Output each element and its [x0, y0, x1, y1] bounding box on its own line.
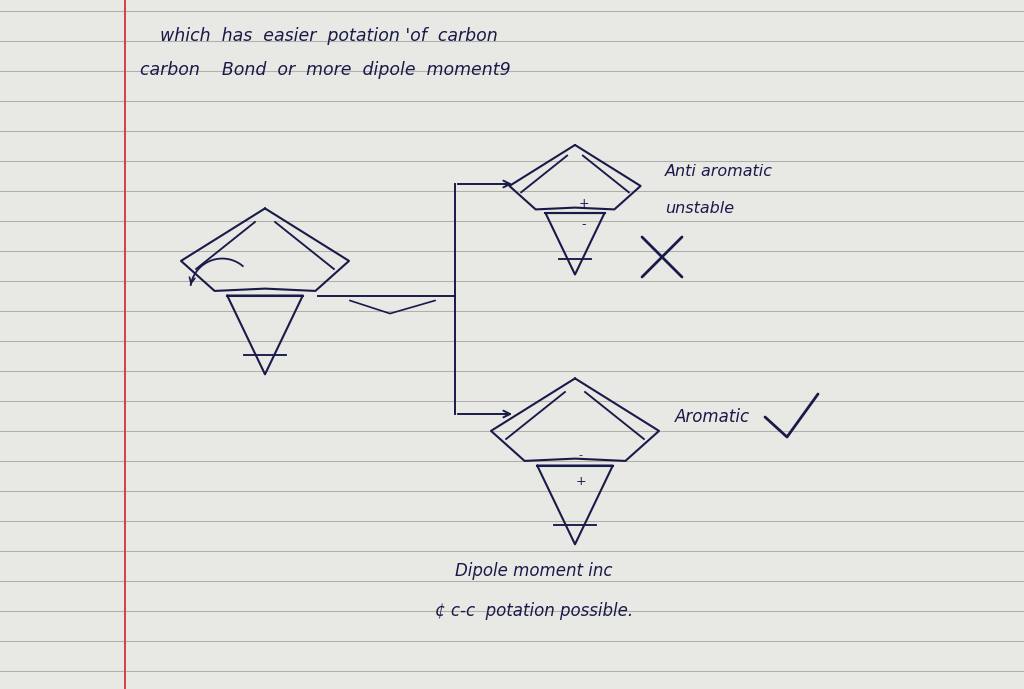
Text: which  has  easier  potation 'of  carbon: which has easier potation 'of carbon: [160, 27, 498, 45]
Text: -: -: [579, 450, 583, 460]
Text: ¢ c-c  potation possible.: ¢ c-c potation possible.: [435, 602, 633, 620]
Text: +: +: [579, 196, 589, 209]
Text: unstable: unstable: [665, 201, 734, 216]
Text: carbon    Bond  or  more  dipole  moment9: carbon Bond or more dipole moment9: [140, 61, 511, 79]
Text: Aromatic: Aromatic: [675, 408, 751, 426]
Text: +: +: [575, 475, 586, 488]
Text: Anti aromatic: Anti aromatic: [665, 164, 773, 179]
Text: -: -: [582, 218, 586, 231]
Text: Dipole moment inc: Dipole moment inc: [455, 562, 612, 580]
